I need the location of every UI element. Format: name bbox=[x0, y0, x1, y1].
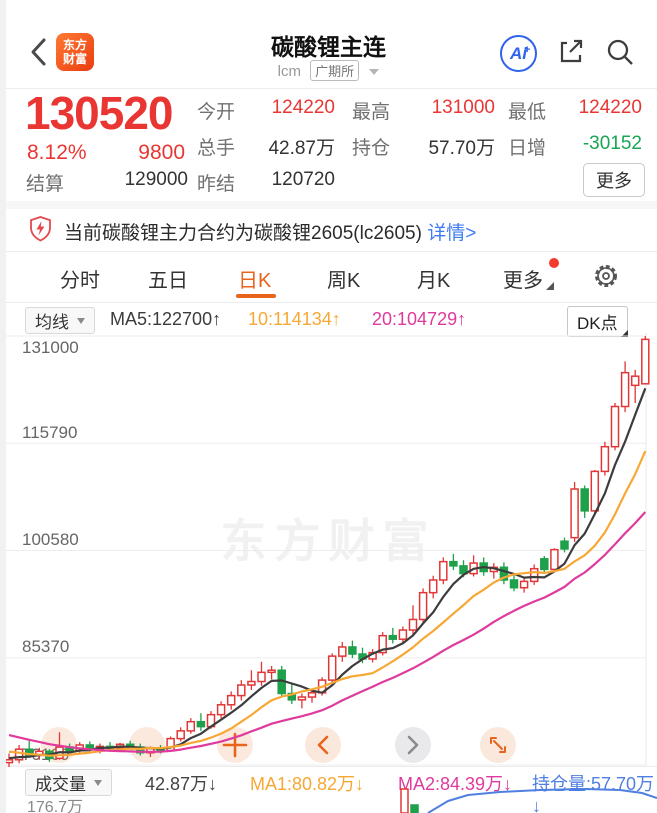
dk-corner-caret-icon bbox=[620, 330, 628, 337]
chevron-down-icon bbox=[369, 69, 380, 76]
contract-subtitle[interactable]: lcm 广期所 bbox=[0, 60, 657, 81]
share-icon[interactable] bbox=[557, 37, 585, 70]
main-contract-notice[interactable]: 当前碳酸锂主力合约为碳酸锂2605(lc2605) 详情> bbox=[64, 223, 477, 244]
tab-monthly-k[interactable]: 月K bbox=[417, 270, 451, 292]
stat-value-low: 124220 bbox=[578, 97, 642, 118]
contract-code: lcm bbox=[277, 63, 301, 80]
stat-label-prevsettle: 昨结 bbox=[197, 174, 236, 195]
change-amount: 9800 bbox=[138, 141, 185, 164]
ma10-value: 10:114134↑ bbox=[248, 309, 341, 329]
ma20-value: 20:104729↑ bbox=[372, 309, 467, 329]
zoom-out-button[interactable] bbox=[129, 727, 165, 763]
stat-label-open: 今开 bbox=[197, 102, 236, 123]
notice-divider bbox=[0, 251, 657, 252]
eastmoney-logo-icon: 东方 财富 bbox=[56, 33, 94, 71]
stat-value-high: 131000 bbox=[431, 97, 495, 118]
stat-label-high: 最高 bbox=[352, 102, 391, 123]
candlestick-canvas bbox=[0, 333, 650, 767]
stat-value-prevsettle: 120720 bbox=[271, 169, 335, 190]
exchange-badge: 广期所 bbox=[310, 60, 360, 81]
change-percent: 8.12% bbox=[27, 141, 87, 164]
y-axis-label: 115790 bbox=[22, 423, 78, 442]
page-title: 碳酸锂主连 bbox=[271, 34, 386, 60]
ai-plus-mark: + bbox=[524, 44, 531, 56]
notice-detail-link[interactable]: 详情> bbox=[427, 223, 477, 244]
ma-selector-dropdown[interactable]: 均线 bbox=[25, 307, 95, 334]
stat-value-settle: 129000 bbox=[124, 169, 188, 190]
notification-dot bbox=[549, 258, 559, 268]
pan-left-button[interactable] bbox=[305, 727, 341, 763]
dk-point-toggle[interactable]: DK点 bbox=[567, 306, 628, 337]
stat-label-openinterest: 持仓 bbox=[352, 138, 391, 159]
chart-bottom-divider bbox=[0, 766, 657, 767]
stat-label-totalvol: 总手 bbox=[197, 138, 236, 159]
stat-label-settle: 结算 bbox=[26, 174, 65, 195]
y-axis-label: 85370 bbox=[22, 637, 70, 656]
volume-selector-dropdown[interactable]: 成交量 bbox=[25, 769, 112, 796]
stat-value-totalvol: 42.87万 bbox=[268, 138, 335, 159]
watermark: 东方财富 bbox=[220, 515, 437, 567]
tab-weekly-k[interactable]: 周K bbox=[327, 270, 361, 292]
y-axis-label: 131000 bbox=[22, 338, 79, 357]
tabs-divider bbox=[0, 302, 657, 303]
tab-fiveday[interactable]: 五日 bbox=[148, 270, 188, 292]
tab-daily-k[interactable]: 日K bbox=[238, 270, 272, 292]
tab-more[interactable]: 更多 bbox=[503, 270, 543, 292]
kline-chart[interactable]: 131000 115790 100580 85370 70160 东方财富 bbox=[0, 333, 657, 767]
back-button[interactable] bbox=[28, 36, 50, 73]
last-price: 130520 bbox=[25, 87, 173, 139]
search-icon[interactable] bbox=[605, 37, 635, 72]
stat-value-open: 124220 bbox=[271, 97, 335, 118]
stat-label-low: 最低 bbox=[508, 102, 547, 123]
volume-ma2: MA2:84.39万↓ bbox=[398, 774, 513, 794]
active-tab-underline bbox=[236, 294, 276, 298]
volume-pane-canvas bbox=[400, 788, 657, 813]
y-axis-label: 100580 bbox=[22, 530, 79, 549]
gear-icon[interactable] bbox=[591, 261, 621, 296]
volume-ma1: MA1:80.82万↓ bbox=[250, 774, 365, 794]
dropdown-caret-icon bbox=[94, 779, 102, 786]
stat-label-oichange: 日增 bbox=[508, 138, 547, 159]
ai-assistant-button[interactable]: Ai + bbox=[500, 35, 537, 72]
volume-value: 42.87万↓ bbox=[145, 774, 218, 794]
section-gap bbox=[0, 201, 657, 209]
stat-value-openinterest: 57.70万 bbox=[428, 138, 495, 159]
dropdown-caret-icon bbox=[77, 317, 85, 324]
volume-scale-label: 176.7万 bbox=[27, 799, 84, 813]
tab-more-caret-icon bbox=[546, 282, 554, 290]
shield-lightning-icon bbox=[27, 215, 54, 248]
tab-minute[interactable]: 分时 bbox=[60, 270, 100, 292]
fullscreen-expand-icon[interactable] bbox=[480, 727, 516, 763]
header-divider bbox=[0, 88, 657, 89]
pan-right-button[interactable] bbox=[395, 727, 431, 763]
stat-value-oichange: -30152 bbox=[582, 133, 642, 154]
ma5-value: MA5:122700↑ bbox=[110, 309, 222, 329]
screen-edge-strip bbox=[0, 0, 6, 813]
more-stats-button[interactable]: 更多 bbox=[583, 163, 645, 197]
